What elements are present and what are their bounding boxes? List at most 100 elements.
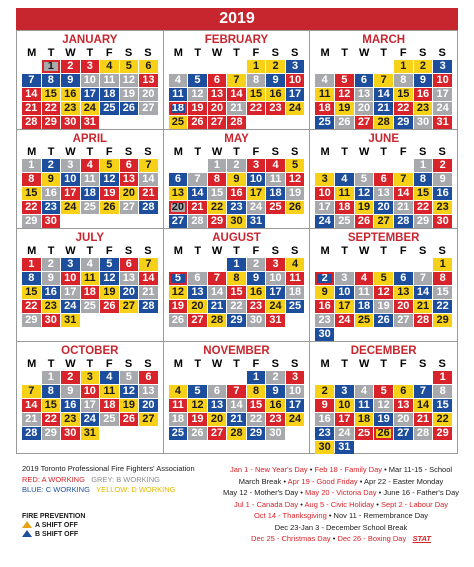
day-cell: 2: [246, 258, 266, 271]
day-cell: 19: [119, 399, 139, 412]
day-cell: 14: [22, 399, 41, 412]
day-cell: 8: [413, 173, 433, 186]
day-cell: 16: [41, 286, 61, 299]
day-cell: 5: [374, 385, 393, 398]
day-grid: 1 2 3 4 5 6 7 8 9 10 11 12 13 14 15 16 17 18 19 20 21 22 23 24 2…: [315, 60, 452, 129]
empty-cell: [335, 159, 354, 172]
day-cell: 21: [413, 413, 433, 426]
day-cell: 5: [119, 60, 139, 73]
day-cell: 16: [41, 187, 61, 200]
weekday-label: W: [358, 358, 370, 370]
day-cell: 25: [285, 300, 305, 313]
day-cell: 15: [246, 399, 266, 412]
day-cell: 18: [80, 286, 100, 299]
day-cell: 23: [227, 201, 246, 214]
months-grid: JANUARY M T W T F S S 1 2 3 4 5 6 7 8 9 10 11 12 13 14 15 16 17 1…: [16, 30, 458, 454]
day-cell: 11: [266, 173, 285, 186]
day-cell: 9: [41, 173, 61, 186]
day-cell: 9: [227, 173, 246, 186]
day-cell: 1: [207, 159, 227, 172]
day-cell: 3: [80, 60, 100, 73]
day-cell: 1: [41, 60, 61, 73]
weekday-label: S: [144, 47, 152, 59]
day-cell: 29: [246, 427, 266, 440]
day-cell: 30: [315, 328, 334, 341]
day-cell: 25: [354, 427, 374, 440]
weekday-label: M: [320, 146, 330, 158]
weekday-label: S: [438, 358, 446, 370]
day-cell: 2: [227, 159, 246, 172]
day-cell: 31: [80, 116, 100, 129]
day-cell: 17: [80, 399, 100, 412]
day-cell: 19: [100, 286, 119, 299]
empty-cell: [315, 258, 334, 271]
day-cell: 12: [119, 385, 139, 398]
fire-b: B SHIFT OFF: [35, 530, 79, 538]
day-cell: 5: [100, 258, 119, 271]
day-cell: 16: [227, 187, 246, 200]
day-cell: 27: [207, 116, 227, 129]
weekday-label: S: [419, 358, 427, 370]
day-cell: 14: [139, 272, 158, 285]
weekday-label: M: [27, 245, 37, 257]
weekday-label: S: [271, 358, 279, 370]
weekday-label: S: [124, 47, 133, 59]
day-cell: 12: [168, 286, 188, 299]
day-cell: 7: [188, 173, 207, 186]
day-cell: 24: [433, 102, 452, 115]
day-cell: 7: [22, 385, 41, 398]
weekday-label: S: [124, 146, 133, 158]
weekday-label: S: [438, 245, 446, 257]
day-cell: 18: [100, 88, 119, 101]
holiday-mar: • Mar 11-15 - School: [382, 465, 453, 474]
empty-cell: [22, 60, 41, 73]
day-cell: 22: [207, 201, 227, 214]
day-cell: 2: [41, 258, 61, 271]
day-cell: 3: [315, 173, 334, 186]
day-cell: 24: [80, 102, 100, 115]
holiday-apr22: • Apr 22 - Easter Monday: [357, 476, 444, 486]
day-cell: 19: [334, 102, 354, 115]
day-cell: 14: [207, 286, 227, 299]
day-cell: 27: [354, 116, 374, 129]
weekday-label: M: [27, 146, 37, 158]
day-cell: 2: [413, 60, 433, 73]
weekday-label: S: [419, 47, 427, 59]
day-cell: 6: [374, 173, 393, 186]
month-title: APRIL: [72, 133, 108, 145]
day-cell: 1: [41, 371, 61, 384]
weekday-label: T: [47, 146, 55, 158]
day-cell: 5: [188, 74, 207, 87]
day-cell: 7: [393, 173, 413, 186]
holiday-apr19: Apr 19 - Good Friday: [287, 476, 358, 486]
day-cell: 23: [61, 102, 80, 115]
day-cell: 6: [168, 173, 188, 186]
day-cell: 1: [22, 258, 41, 271]
day-cell: 19: [119, 88, 139, 101]
day-cell: 19: [285, 187, 305, 200]
weekday-label: S: [438, 47, 446, 59]
day-cell: 26: [100, 300, 119, 313]
day-cell: 29: [207, 215, 227, 228]
day-cell: 11: [354, 399, 374, 412]
empty-cell: [374, 371, 393, 384]
day-cell: 22: [433, 413, 452, 426]
day-grid: 1 2 3 4 5 6 7 8 9 10 11 12 13 14 15 16 17 18 19 20 21 22 23 24 2…: [315, 258, 452, 341]
weekday-label: M: [173, 358, 183, 370]
sep: •: [330, 534, 338, 543]
day-cell: 23: [41, 300, 61, 313]
day-grid: 1 2 3 4 5 6 7 8 9 10 11 12 13 14 15 16 17 18 19 20 21 22 23 24 2…: [168, 258, 305, 327]
day-cell: 25: [354, 314, 374, 327]
day-cell: 21: [22, 413, 41, 426]
weekday-label: T: [233, 47, 240, 59]
day-cell: 2: [266, 371, 285, 384]
weekday-label: F: [399, 146, 407, 158]
day-cell: 11: [100, 74, 119, 87]
day-cell: 17: [334, 413, 354, 426]
day-cell: 4: [100, 371, 119, 384]
weekday-label: W: [65, 47, 76, 59]
